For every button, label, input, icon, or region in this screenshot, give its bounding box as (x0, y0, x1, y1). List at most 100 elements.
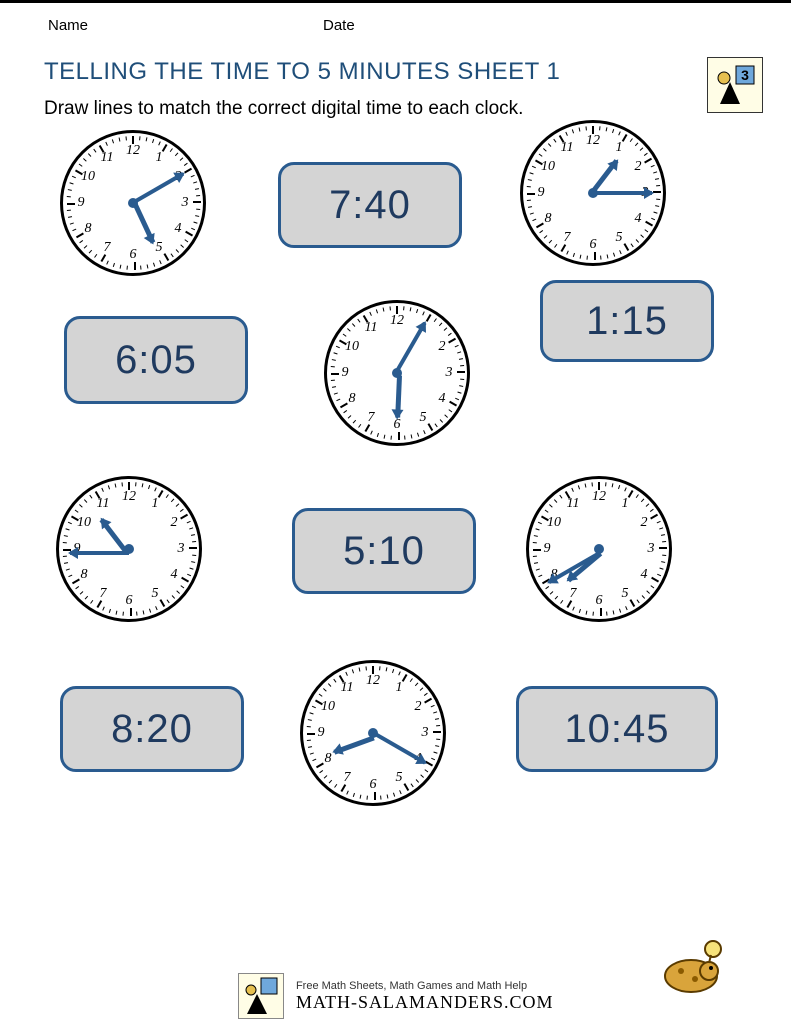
clock-numeral: 12 (387, 313, 407, 329)
digital-time-box: 7:40 (278, 162, 462, 248)
clock-numeral: 4 (432, 391, 452, 407)
footer-tagline: Free Math Sheets, Math Games and Math He… (296, 980, 554, 992)
instructions-text: Draw lines to match the correct digital … (0, 90, 791, 120)
clock-numeral: 10 (318, 699, 338, 715)
clock-numeral: 7 (563, 586, 583, 602)
clock-numeral: 1 (389, 680, 409, 696)
grade-badge-icon: 3 (707, 57, 763, 113)
clock-numeral: 3 (415, 725, 435, 741)
clock-numeral: 7 (97, 240, 117, 256)
clock-numeral: 11 (93, 496, 113, 512)
minute-hand (394, 322, 427, 375)
clock-center-dot (128, 198, 138, 208)
clock-numeral: 12 (583, 133, 603, 149)
clock-numeral: 9 (537, 541, 557, 557)
clock-center-dot (588, 188, 598, 198)
clock-numeral: 5 (145, 586, 165, 602)
clock-numeral: 11 (97, 150, 117, 166)
clock-numeral: 10 (78, 169, 98, 185)
clock-numeral: 2 (432, 339, 452, 355)
clock-numeral: 5 (615, 586, 635, 602)
header-row: Name Date (0, 3, 791, 40)
analog-clock: 123456789101112 (526, 476, 672, 622)
clock-numeral: 7 (337, 770, 357, 786)
clock-numeral: 6 (583, 237, 603, 253)
clock-numeral: 4 (164, 567, 184, 583)
activity-canvas: 1234567891011121234567891011121234567891… (0, 120, 791, 900)
clock-numeral: 2 (634, 515, 654, 531)
clock-numeral: 11 (563, 496, 583, 512)
digital-time-box: 8:20 (60, 686, 244, 772)
clock-numeral: 6 (589, 593, 609, 609)
clock-numeral: 9 (311, 725, 331, 741)
clock-numeral: 6 (123, 247, 143, 263)
clock-numeral: 8 (538, 211, 558, 227)
footer-brand: MATH-SALAMANDERS.COM (296, 992, 554, 1013)
clock-numeral: 11 (361, 320, 381, 336)
clock-numeral: 8 (342, 391, 362, 407)
clock-numeral: 2 (164, 515, 184, 531)
clock-numeral: 1 (615, 496, 635, 512)
clock-numeral: 7 (93, 586, 113, 602)
clock-numeral: 2 (408, 699, 428, 715)
clock-center-dot (368, 728, 378, 738)
analog-clock: 123456789101112 (56, 476, 202, 622)
clock-numeral: 6 (363, 777, 383, 793)
clock-numeral: 7 (361, 410, 381, 426)
clock-numeral: 4 (168, 221, 188, 237)
clock-numeral: 9 (71, 195, 91, 211)
clock-numeral: 10 (538, 159, 558, 175)
clock-numeral: 10 (544, 515, 564, 531)
clock-numeral: 12 (119, 489, 139, 505)
footer-logo-icon (238, 973, 284, 1019)
analog-clock: 123456789101112 (520, 120, 666, 266)
minute-hand (70, 551, 129, 555)
digital-time-box: 5:10 (292, 508, 476, 594)
digital-time-box: 10:45 (516, 686, 718, 772)
clock-numeral: 12 (363, 673, 383, 689)
hour-hand (334, 736, 375, 755)
hour-hand (133, 203, 155, 243)
clock-numeral: 2 (628, 159, 648, 175)
clock-numeral: 6 (119, 593, 139, 609)
clock-numeral: 3 (641, 541, 661, 557)
clock-center-dot (392, 368, 402, 378)
grade-number: 3 (741, 67, 749, 83)
clock-numeral: 10 (342, 339, 362, 355)
clock-numeral: 8 (74, 567, 94, 583)
clock-center-dot (124, 544, 134, 554)
worksheet-title: TELLING THE TIME TO 5 MINUTES SHEET 1 (0, 40, 791, 90)
clock-numeral: 5 (609, 230, 629, 246)
clock-numeral: 3 (171, 541, 191, 557)
analog-clock: 123456789101112 (324, 300, 470, 446)
clock-numeral: 4 (634, 567, 654, 583)
name-label: Name (48, 17, 323, 34)
clock-center-dot (594, 544, 604, 554)
clock-numeral: 10 (74, 515, 94, 531)
analog-clock: 123456789101112 (300, 660, 446, 806)
clock-numeral: 12 (123, 143, 143, 159)
clock-numeral: 4 (628, 211, 648, 227)
clock-numeral: 11 (337, 680, 357, 696)
clock-numeral: 1 (145, 496, 165, 512)
clock-numeral: 8 (78, 221, 98, 237)
clock-numeral: 12 (589, 489, 609, 505)
clock-numeral: 1 (609, 140, 629, 156)
clock-numeral: 3 (439, 365, 459, 381)
clock-numeral: 11 (557, 140, 577, 156)
clock-numeral: 7 (557, 230, 577, 246)
clock-numeral: 9 (335, 365, 355, 381)
analog-clock: 123456789101112 (60, 130, 206, 276)
worksheet-page: Name Date 3 TELLING THE TIME TO 5 MINUTE… (0, 0, 791, 1027)
minute-hand (593, 191, 652, 195)
clock-numeral: 5 (413, 410, 433, 426)
footer: Free Math Sheets, Math Games and Math He… (0, 973, 791, 1019)
digital-time-box: 1:15 (540, 280, 714, 362)
clock-numeral: 1 (149, 150, 169, 166)
date-label: Date (323, 17, 355, 34)
hour-hand (395, 376, 402, 418)
clock-numeral: 3 (175, 195, 195, 211)
clock-numeral: 5 (389, 770, 409, 786)
clock-numeral: 9 (531, 185, 551, 201)
digital-time-box: 6:05 (64, 316, 248, 404)
